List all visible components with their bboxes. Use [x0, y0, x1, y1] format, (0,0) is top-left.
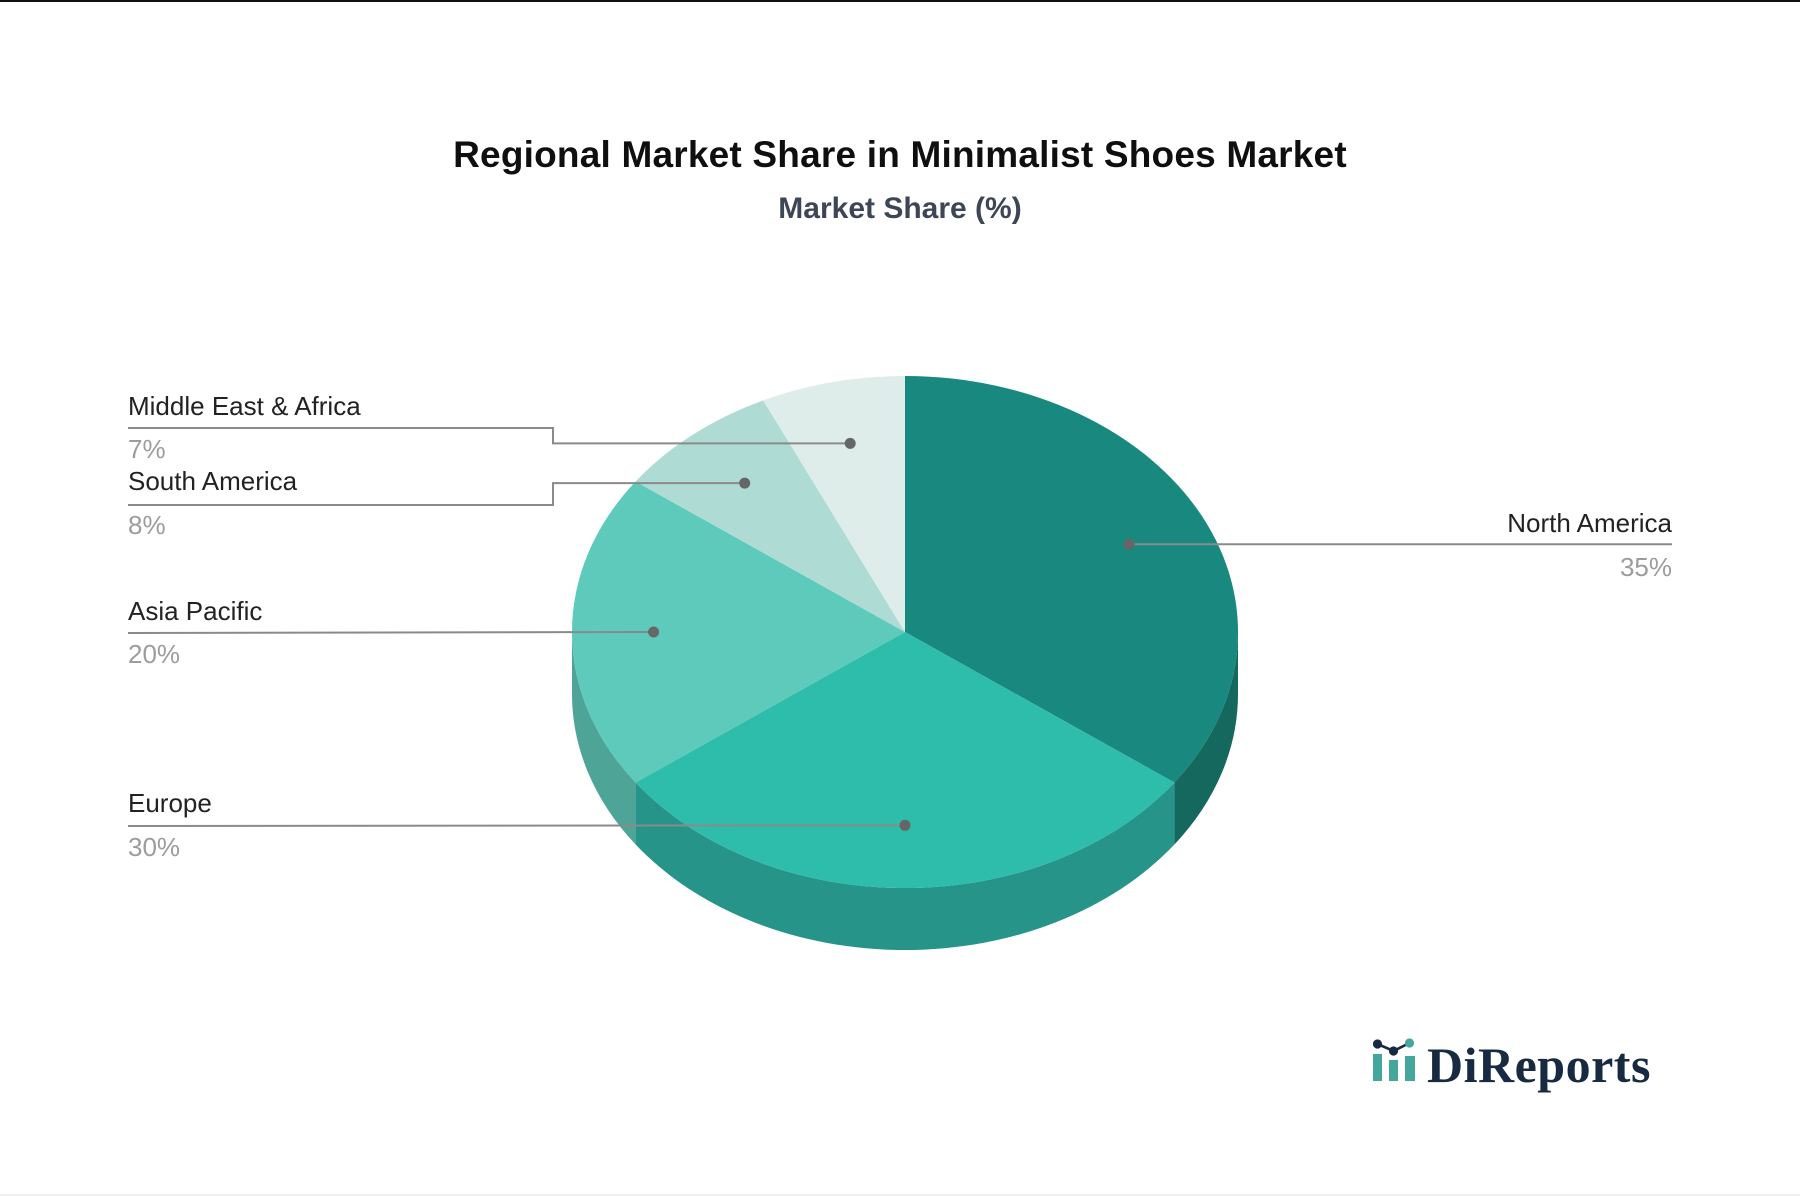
pie-slice-side-asia-pacific — [572, 632, 636, 845]
pie-label-value: 7% — [128, 434, 166, 464]
leader-dot-south-america — [739, 477, 751, 489]
pie-slice-europe — [635, 632, 1175, 889]
leader-dot-north-america — [1123, 538, 1135, 550]
leader-line-middle-east-africa — [128, 427, 851, 445]
chart-subtitle: Market Share (%) — [778, 192, 1022, 225]
leader-dot-asia-pacific — [648, 626, 660, 638]
pie-label-value: 8% — [128, 510, 166, 540]
pie-label-north-america: North America 35% — [1507, 510, 1672, 580]
pie-slice-side-europe — [635, 782, 1175, 951]
pie-slice-side-north-america — [1174, 632, 1238, 845]
leader-dot-middle-east-africa — [844, 437, 856, 449]
brand-logo: DiReports — [1373, 1038, 1651, 1092]
leader-line-asia-pacific — [127, 631, 654, 634]
brand-logo-icon — [1373, 1038, 1415, 1081]
leader-line-south-america — [128, 482, 745, 506]
pie-label-middle-east-africa: Middle East & Africa 7% — [128, 393, 361, 462]
bottom-border — [0, 1194, 1800, 1196]
pie-slice-north-america — [905, 376, 1239, 783]
pie-label-south-america: South America 8% — [128, 468, 297, 538]
chart-title: Regional Market Share in Minimalist Shoe… — [453, 134, 1347, 175]
pie-label-name: Asia Pacific — [128, 596, 263, 626]
pie-label-value: 30% — [128, 832, 181, 862]
pie-label-name: Europe — [128, 788, 212, 818]
pie-label-value: 35% — [1619, 552, 1672, 582]
top-border — [0, 0, 1800, 2]
pie-label-name: Middle East & Africa — [128, 391, 361, 421]
pie-label-name: North America — [1507, 508, 1672, 538]
pie-slice-south-america — [635, 400, 905, 632]
pie-label-europe: Europe 30% — [128, 790, 212, 860]
brand-logo-text: DiReports — [1427, 1037, 1651, 1093]
pie-slice-asia-pacific — [571, 481, 905, 783]
leader-line-europe — [127, 824, 906, 827]
pie-label-name: South America — [128, 466, 298, 496]
pie-label-asia-pacific: Asia Pacific 20% — [128, 598, 262, 667]
pie-label-value: 20% — [128, 639, 181, 669]
leader-dot-europe — [899, 819, 911, 831]
pie-slice-middle-east-africa — [763, 376, 905, 632]
